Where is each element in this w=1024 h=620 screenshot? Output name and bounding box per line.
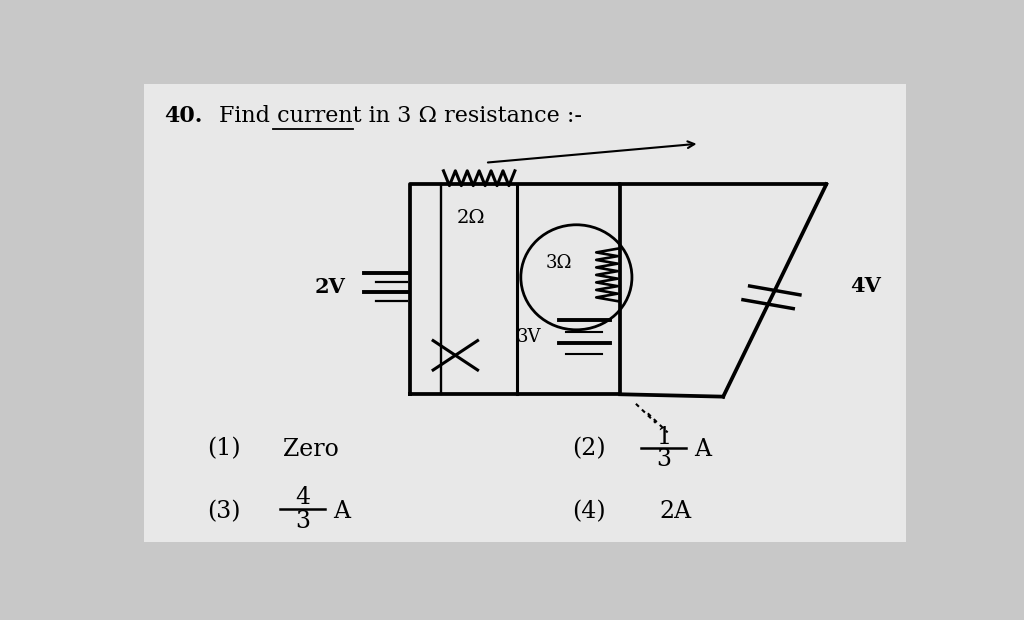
Text: 3Ω: 3Ω (546, 254, 572, 272)
Text: 3: 3 (656, 448, 671, 471)
Text: (2): (2) (572, 438, 606, 461)
Text: (1): (1) (207, 438, 241, 461)
Text: 2A: 2A (659, 500, 692, 523)
Text: A: A (694, 438, 711, 461)
Text: 4V: 4V (850, 276, 881, 296)
Text: 2Ω: 2Ω (457, 208, 485, 227)
Text: 3: 3 (295, 510, 310, 533)
Text: Find current in 3 Ω resistance :-: Find current in 3 Ω resistance :- (219, 105, 583, 128)
Text: (3): (3) (207, 500, 241, 523)
Text: (4): (4) (572, 500, 606, 523)
Text: 1: 1 (656, 426, 672, 449)
Text: A: A (333, 500, 350, 523)
Text: Zero: Zero (283, 438, 339, 461)
Text: 4: 4 (295, 486, 310, 510)
FancyBboxPatch shape (143, 84, 905, 542)
Text: 2V: 2V (315, 277, 346, 297)
Text: 40.: 40. (164, 105, 202, 128)
Text: 3V: 3V (516, 328, 541, 346)
